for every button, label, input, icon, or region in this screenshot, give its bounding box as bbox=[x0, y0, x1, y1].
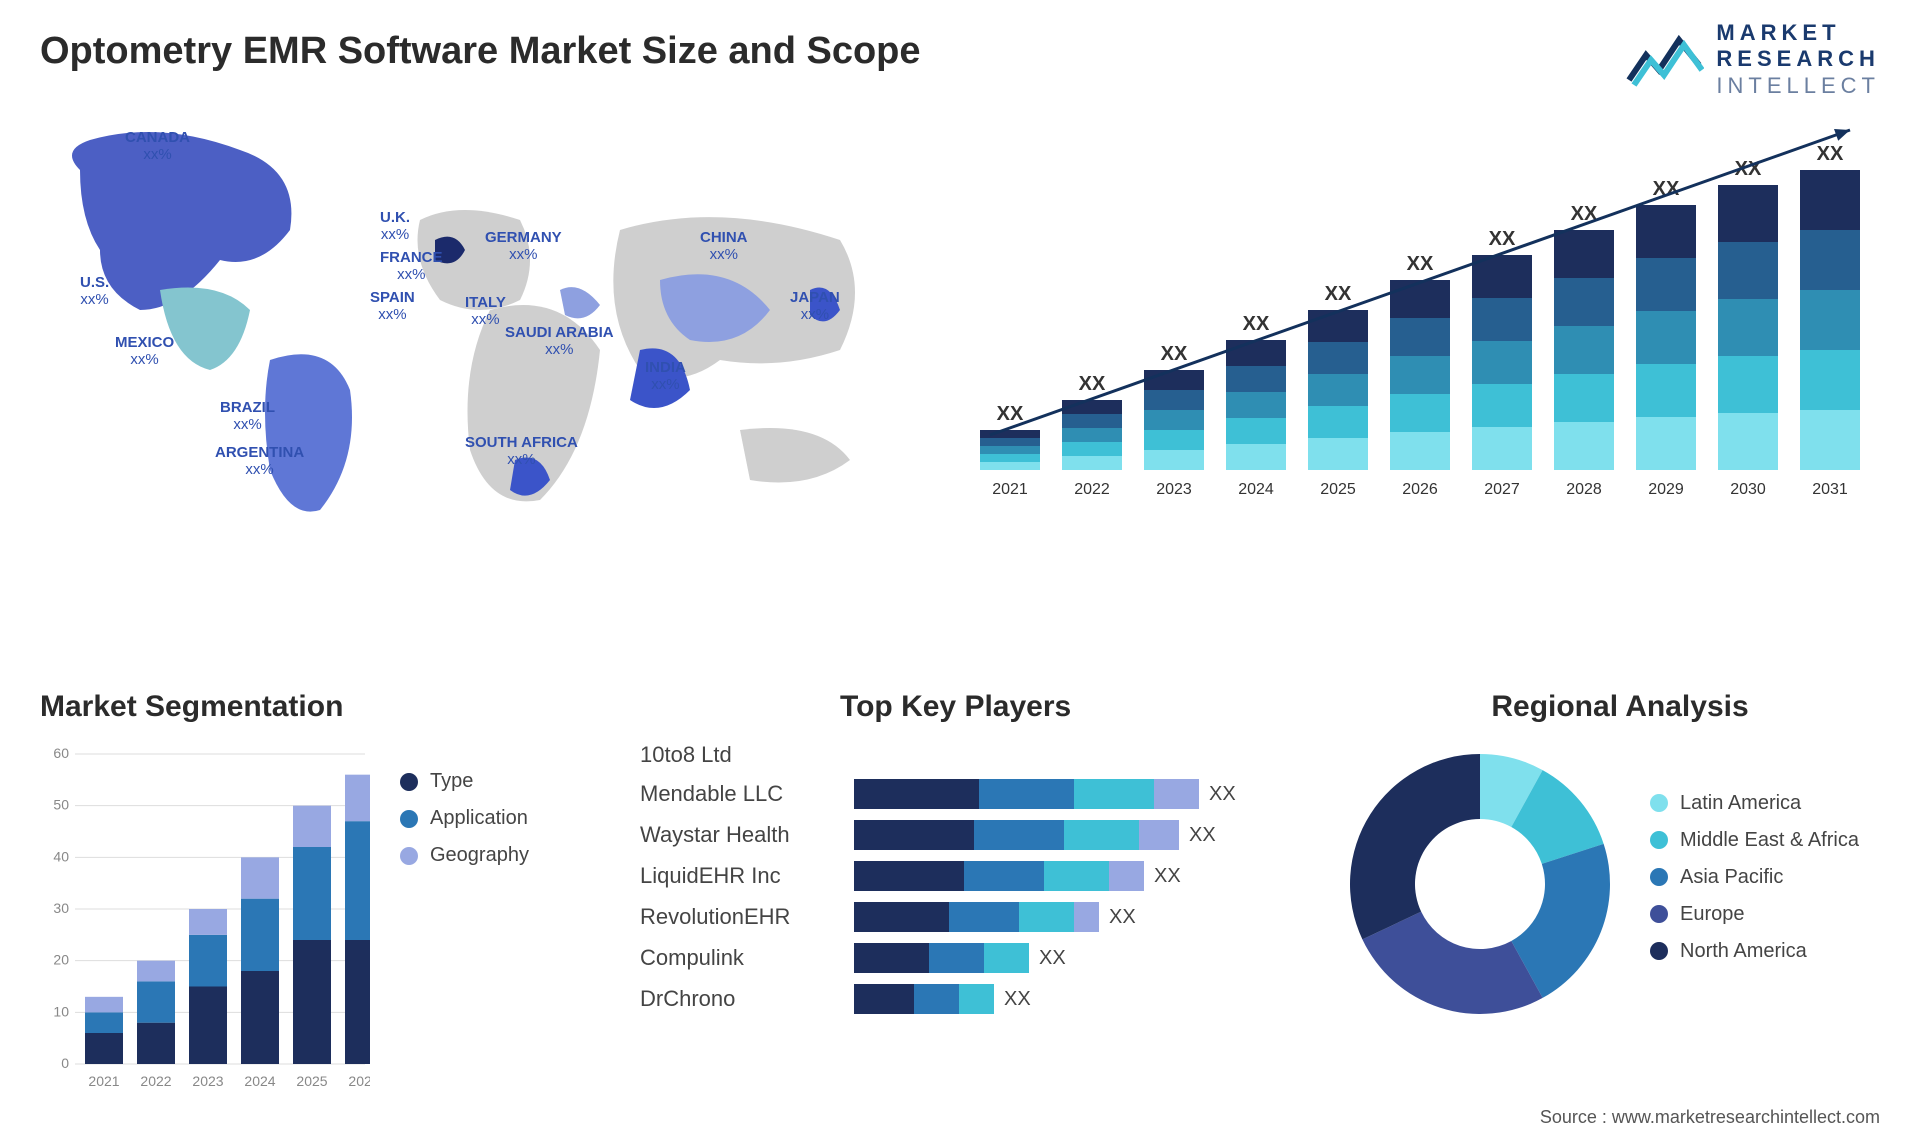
svg-text:2030: 2030 bbox=[1730, 481, 1766, 498]
key-player-bar bbox=[854, 779, 1199, 809]
source-text: Source : www.marketresearchintellect.com bbox=[1540, 1107, 1880, 1128]
svg-text:2026: 2026 bbox=[1402, 481, 1438, 498]
svg-text:40: 40 bbox=[53, 848, 69, 864]
world-map-chart: CANADAxx% U.S.xx%MEXICOxx% BRAZILxx% ARGENT… bbox=[20, 110, 920, 530]
key-player-row: Mendable LLCXX bbox=[640, 779, 1280, 809]
key-player-row: DrChronoXX bbox=[640, 984, 1280, 1014]
map-label: JAPANxx% bbox=[790, 290, 840, 323]
svg-text:2024: 2024 bbox=[244, 1073, 275, 1089]
svg-text:XX: XX bbox=[1817, 143, 1844, 165]
svg-text:2031: 2031 bbox=[1812, 481, 1848, 498]
legend-item: Geography bbox=[400, 844, 529, 867]
svg-text:2021: 2021 bbox=[992, 481, 1028, 498]
key-player-bar bbox=[854, 820, 1179, 850]
key-player-name: Mendable LLC bbox=[640, 781, 840, 807]
key-player-row: 10to8 Ltd bbox=[640, 742, 1280, 768]
key-player-row: RevolutionEHRXX bbox=[640, 902, 1280, 932]
regional-section: Regional Analysis Latin America Middle Ea… bbox=[1340, 690, 1900, 1024]
segmentation-section: Market Segmentation 0 10 20 30 40 50 60 2021 202… bbox=[40, 690, 600, 1090]
page-title: Optometry EMR Software Market Size and S… bbox=[40, 30, 921, 73]
legend-item: Middle East & Africa bbox=[1650, 829, 1859, 852]
regional-legend: Latin America Middle East & Africa Asia Pa… bbox=[1650, 792, 1859, 977]
key-player-name: 10to8 Ltd bbox=[640, 742, 840, 768]
svg-text:2029: 2029 bbox=[1648, 481, 1684, 498]
regional-title: Regional Analysis bbox=[1340, 690, 1900, 724]
map-label: SOUTH AFRICAxx% bbox=[465, 435, 578, 468]
key-players-section: Top Key Players 10to8 Ltd Mendable LLCXX W… bbox=[640, 690, 1280, 1025]
key-player-bar bbox=[854, 902, 1099, 932]
key-player-row: LiquidEHR IncXX bbox=[640, 861, 1280, 891]
key-player-bar bbox=[854, 984, 994, 1014]
map-label: ITALYxx% bbox=[465, 295, 506, 328]
growth-bar-chart: XX 2021 XX 2022 XX 2023 XX 2024 XX 2025 XX 2026 XX 20… bbox=[960, 120, 1880, 520]
svg-text:2023: 2023 bbox=[192, 1073, 223, 1089]
map-label: CANADAxx% bbox=[125, 130, 190, 163]
svg-text:XX: XX bbox=[1243, 313, 1270, 335]
svg-text:2025: 2025 bbox=[296, 1073, 327, 1089]
map-label: GERMANYxx% bbox=[485, 230, 562, 263]
svg-text:2022: 2022 bbox=[140, 1073, 171, 1089]
svg-text:XX: XX bbox=[1079, 373, 1106, 395]
segmentation-bar-chart: 0 10 20 30 40 50 60 2021 2022 2023 2024 2025 2026 bbox=[40, 744, 370, 1094]
key-player-name: RevolutionEHR bbox=[640, 904, 840, 930]
key-players-title: Top Key Players bbox=[840, 690, 1280, 724]
svg-text:2027: 2027 bbox=[1484, 481, 1520, 498]
map-label: ARGENTINAxx% bbox=[215, 445, 304, 478]
svg-text:2021: 2021 bbox=[88, 1073, 119, 1089]
regional-donut-chart bbox=[1340, 744, 1620, 1024]
key-player-name: LiquidEHR Inc bbox=[640, 863, 840, 889]
svg-text:50: 50 bbox=[53, 797, 69, 813]
map-label: BRAZILxx% bbox=[220, 400, 275, 433]
key-player-row: Waystar HealthXX bbox=[640, 820, 1280, 850]
key-player-name: Waystar Health bbox=[640, 822, 840, 848]
map-label: MEXICOxx% bbox=[115, 335, 174, 368]
map-label: SAUDI ARABIAxx% bbox=[505, 325, 614, 358]
key-player-bar bbox=[854, 861, 1144, 891]
svg-text:20: 20 bbox=[53, 952, 69, 968]
svg-text:2022: 2022 bbox=[1074, 481, 1110, 498]
logo-text: MARKET RESEARCH INTELLECT bbox=[1716, 20, 1880, 99]
map-label: FRANCExx% bbox=[380, 250, 443, 283]
legend-item: Application bbox=[400, 807, 529, 830]
legend-item: North America bbox=[1650, 940, 1859, 963]
svg-text:0: 0 bbox=[61, 1055, 69, 1071]
map-label: CHINAxx% bbox=[700, 230, 748, 263]
logo-mark-icon bbox=[1624, 30, 1704, 90]
key-player-name: DrChrono bbox=[640, 986, 840, 1012]
segmentation-title: Market Segmentation bbox=[40, 690, 600, 724]
svg-text:10: 10 bbox=[53, 1003, 69, 1019]
map-label: INDIAxx% bbox=[645, 360, 686, 393]
key-player-name: Compulink bbox=[640, 945, 840, 971]
map-label: SPAINxx% bbox=[370, 290, 415, 323]
svg-text:2024: 2024 bbox=[1238, 481, 1274, 498]
svg-text:60: 60 bbox=[53, 745, 69, 761]
svg-text:XX: XX bbox=[997, 403, 1024, 425]
svg-text:2028: 2028 bbox=[1566, 481, 1602, 498]
svg-text:XX: XX bbox=[1407, 253, 1434, 275]
legend-item: Type bbox=[400, 770, 529, 793]
legend-item: Europe bbox=[1650, 903, 1859, 926]
map-label: U.S.xx% bbox=[80, 275, 109, 308]
key-player-row: CompulinkXX bbox=[640, 943, 1280, 973]
svg-text:2025: 2025 bbox=[1320, 481, 1356, 498]
svg-text:2026: 2026 bbox=[348, 1073, 370, 1089]
legend-item: Asia Pacific bbox=[1650, 866, 1859, 889]
svg-text:XX: XX bbox=[1325, 283, 1352, 305]
svg-text:XX: XX bbox=[1161, 343, 1188, 365]
segmentation-legend: Type Application Geography bbox=[400, 770, 529, 881]
map-label: U.K.xx% bbox=[380, 210, 410, 243]
svg-text:30: 30 bbox=[53, 900, 69, 916]
key-player-bar bbox=[854, 943, 1029, 973]
brand-logo: MARKET RESEARCH INTELLECT bbox=[1624, 20, 1880, 99]
svg-text:2023: 2023 bbox=[1156, 481, 1192, 498]
legend-item: Latin America bbox=[1650, 792, 1859, 815]
svg-text:XX: XX bbox=[1489, 228, 1516, 250]
